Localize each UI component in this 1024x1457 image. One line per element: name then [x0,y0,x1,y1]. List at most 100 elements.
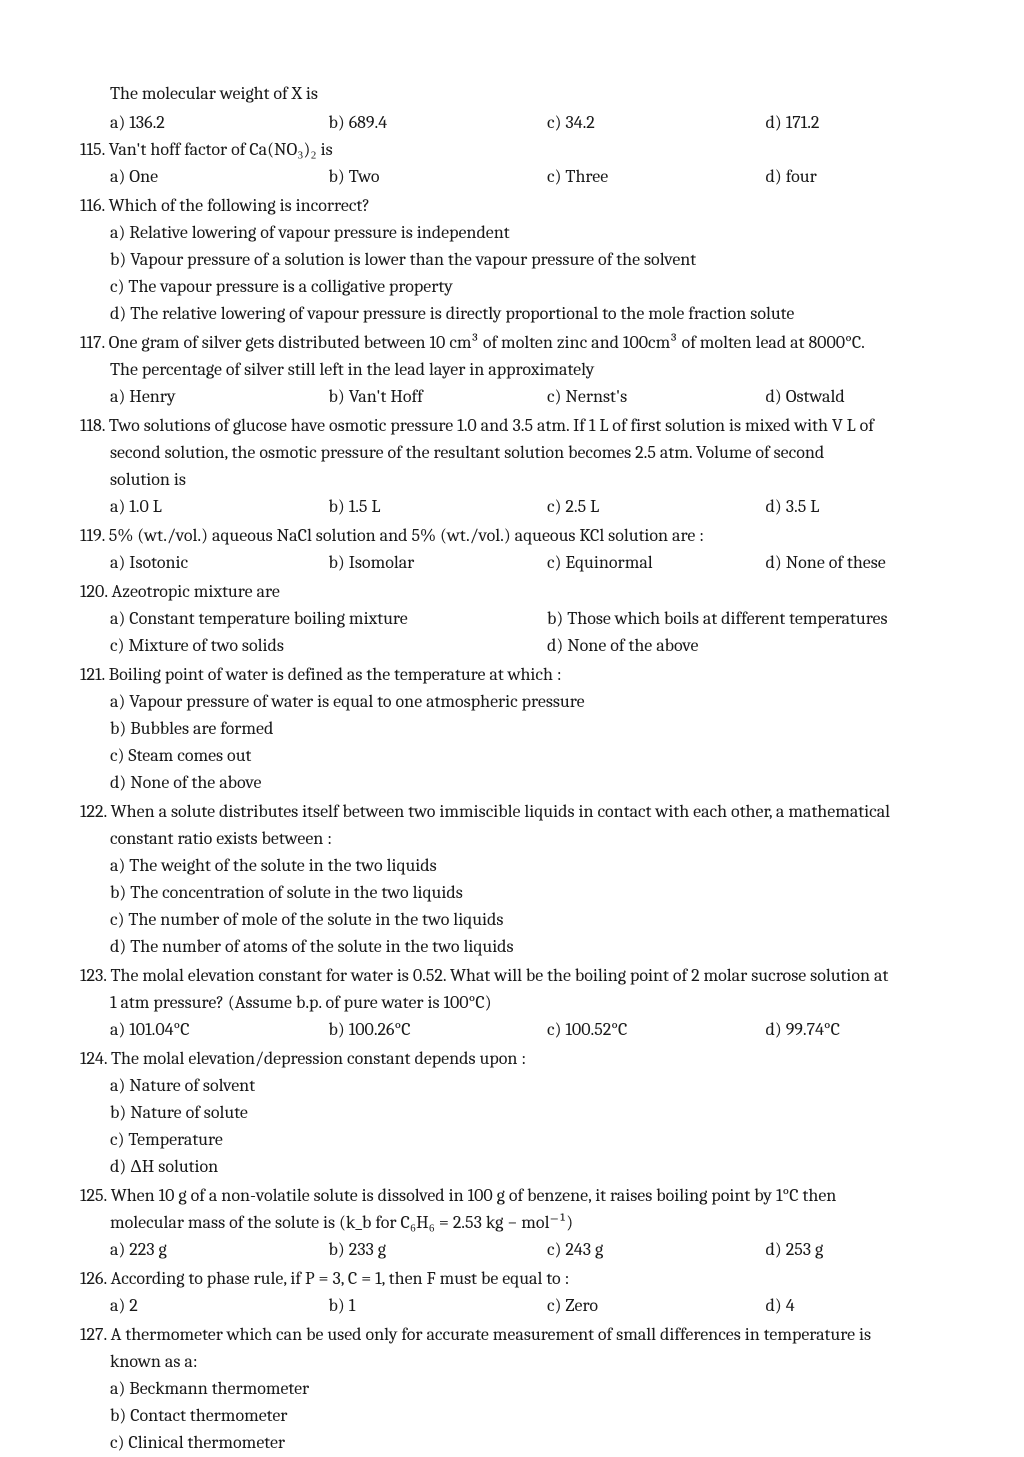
q119-opt-c: c) Equinormal [547,549,766,576]
q122-opt-a: a) The weight of the solute in the two l… [110,852,984,879]
q126-num: 126. [80,1268,107,1289]
q114-opt-c: c) 34.2 [547,109,766,136]
q125-num: 125. [80,1185,107,1206]
q117-cont: The percentage of silver still left in t… [110,356,984,383]
q123-text: The molal elevation constant for water i… [110,965,888,986]
q127-opt-a: a) Beckmann thermometer [110,1375,984,1402]
q114-opt-d: d) 171.2 [766,109,985,136]
q118-opt-c: c) 2.5 L [547,493,766,520]
q122-opt-d: d) The number of atoms of the solute in … [110,933,984,960]
q121-opt-d: d) None of the above [110,769,984,796]
q123-opt-a: a) 101.04°C [110,1016,329,1043]
q120-opt-c: c) Mixture of two solids [110,632,547,659]
q126-opt-c: c) Zero [547,1292,766,1319]
q127: 127. A thermometer which can be used onl… [80,1321,984,1348]
q119-num: 119. [80,525,105,546]
q117-opt-a: a) Henry [110,383,329,410]
q127-opt-b: b) Contact thermometer [110,1402,984,1429]
q119-opt-b: b) Isomolar [329,549,548,576]
q119-opt-d: d) None of these [766,549,985,576]
q126-opt-d: d) 4 [766,1292,985,1319]
q118-cont2: solution is [110,466,984,493]
q116-opt-a: a) Relative lowering of vapour pressure … [110,219,984,246]
q119-text: 5% (wt./vol.) aqueous NaCl solution and … [109,525,704,546]
q127-num: 127. [80,1324,107,1345]
q123-num: 123. [80,965,106,986]
q116-opt-b: b) Vapour pressure of a solution is lowe… [110,246,984,273]
q124-opt-c: c) Temperature [110,1126,984,1153]
q118: 118. Two solutions of glucose have osmot… [80,412,984,439]
q125: 125. When 10 g of a non-volatile solute … [80,1182,984,1209]
q123-cont: 1 atm pressure? (Assume b.p. of pure wat… [110,989,984,1016]
q117-opt-c: c) Nernst's [547,383,766,410]
q122-opt-b: b) The concentration of solute in the tw… [110,879,984,906]
q126-opt-a: a) 2 [110,1292,329,1319]
q125-opt-b: b) 233 g [329,1236,548,1263]
q120-opt-b: b) Those which boils at different temper… [547,605,984,632]
q116-opt-c: c) The vapour pressure is a colligative … [110,273,984,300]
q117-opt-b: b) Van't Hoff [329,383,548,410]
q117-text: One gram of silver gets distributed betw… [109,332,865,353]
q120-opt-d: d) None of the above [547,632,984,659]
q115-num: 115. [80,139,105,160]
q115-opt-c: c) Three [547,163,766,190]
q119-opt-a: a) Isotonic [110,549,329,576]
q121-num: 121. [80,664,105,685]
q122: 122. When a solute distributes itself be… [80,798,984,825]
q121: 121. Boiling point of water is defined a… [80,661,984,688]
q127-opt-c: c) Clinical thermometer [110,1429,984,1456]
q123-opt-d: d) 99.74°C [766,1016,985,1043]
q127-cont: known as a: [110,1348,984,1375]
q120-text: Azeotropic mixture are [111,581,279,602]
q122-text: When a solute distributes itself between… [111,801,890,822]
q116: 116. Which of the following is incorrect… [80,192,984,219]
q122-cont: constant ratio exists between : [110,825,984,852]
q118-cont1: second solution, the osmotic pressure of… [110,439,984,466]
q124-opt-b: b) Nature of solute [110,1099,984,1126]
q115: 115. Van't hoff factor of Ca(NO₃)₂ is [80,136,984,163]
q116-num: 116. [80,195,105,216]
q126: 126. According to phase rule, if P = 3, … [80,1265,984,1292]
q114-opt-b: b) 689.4 [329,109,548,136]
q118-opt-a: a) 1.0 L [110,493,329,520]
q120-opt-a: a) Constant temperature boiling mixture [110,605,547,632]
q121-opt-c: c) Steam comes out [110,742,984,769]
q121-text: Boiling point of water is defined as the… [109,664,562,685]
q114-options: a) 136.2 b) 689.4 c) 34.2 d) 171.2 [110,109,984,136]
q121-opt-a: a) Vapour pressure of water is equal to … [110,688,984,715]
q123-opt-b: b) 100.26°C [329,1016,548,1043]
q118-num: 118. [80,415,105,436]
q118-text: Two solutions of glucose have osmotic pr… [109,415,874,436]
q117-num: 117. [80,332,105,353]
q123: 123. The molal elevation constant for wa… [80,962,984,989]
q118-opt-b: b) 1.5 L [329,493,548,520]
q122-opt-c: c) The number of mole of the solute in t… [110,906,984,933]
q115-opt-a: a) One [110,163,329,190]
q118-opt-d: d) 3.5 L [766,493,985,520]
q114-opt-a: a) 136.2 [110,109,329,136]
q124-text: The molal elevation/depression constant … [111,1048,526,1069]
q116-text: Which of the following is incorrect? [109,195,370,216]
q125-text: When 10 g of a non-volatile solute is di… [111,1185,837,1206]
q121-opt-b: b) Bubbles are formed [110,715,984,742]
intro-text: The molecular weight of X is [110,80,984,107]
q117: 117. One gram of silver gets distributed… [80,329,984,356]
q124-num: 124. [80,1048,107,1069]
q124: 124. The molal elevation/depression cons… [80,1045,984,1072]
q120-num: 120. [80,581,108,602]
q115-opt-b: b) Two [329,163,548,190]
q125-cont: molecular mass of the solute is (k_b for… [110,1209,984,1236]
q124-opt-a: a) Nature of solvent [110,1072,984,1099]
q125-opt-d: d) 253 g [766,1236,985,1263]
q119: 119. 5% (wt./vol.) aqueous NaCl solution… [80,522,984,549]
q120: 120. Azeotropic mixture are [80,578,984,605]
q122-num: 122. [80,801,107,822]
q117-opt-d: d) Ostwald [766,383,985,410]
q127-text: A thermometer which can be used only for… [111,1324,871,1345]
q124-opt-d: d) ΔH solution [110,1153,984,1180]
q126-text: According to phase rule, if P = 3, C = 1… [111,1268,570,1289]
q125-opt-a: a) 223 g [110,1236,329,1263]
q115-text: Van't hoff factor of Ca(NO₃)₂ is [109,139,333,160]
q115-opt-d: d) four [766,163,985,190]
q126-opt-b: b) 1 [329,1292,548,1319]
